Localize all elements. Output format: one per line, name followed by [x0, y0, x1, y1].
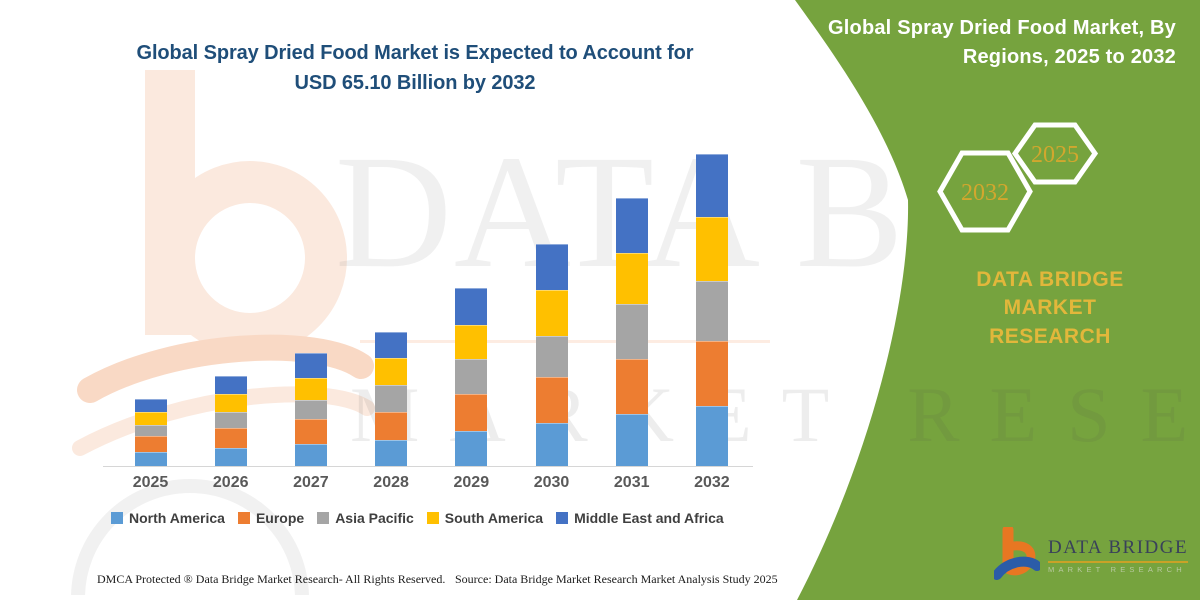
legend-item-middle-east-and-africa: Middle East and Africa	[556, 510, 724, 526]
bar-segment-south-america-2032	[695, 216, 728, 282]
bar-segment-north-america-2025	[134, 452, 167, 466]
bar-2026	[214, 376, 247, 466]
bar-segment-south-america-2026	[214, 394, 247, 413]
hexagon-2032-year: 2032	[961, 180, 1009, 206]
legend-label-north-america: North America	[129, 510, 225, 526]
plot-area	[103, 140, 753, 467]
bar-segment-europe-2026	[214, 428, 247, 448]
x-axis-label-2030: 2030	[533, 474, 570, 491]
bar-segment-europe-2029	[455, 394, 488, 432]
x-axis-label-2032: 2032	[694, 474, 730, 491]
legend-swatch-south-america	[426, 512, 439, 524]
hexagon-2032-badge	[937, 150, 1033, 233]
legend-item-europe: Europe	[237, 510, 305, 526]
legend-label-europe: Europe	[255, 510, 305, 526]
bar-segment-north-america-2032	[695, 406, 728, 466]
data-bridge-b-icon	[994, 527, 1040, 580]
bar-segment-south-america-2031	[615, 252, 648, 305]
bar-segment-south-america-2030	[535, 289, 568, 336]
bar-segment-middle-east-and-africa-2027	[294, 353, 327, 379]
bar-segment-north-america-2029	[455, 431, 488, 466]
bar-segment-south-america-2025	[134, 412, 167, 425]
bar-segment-europe-2030	[535, 377, 568, 423]
legend-label-south-america: South America	[444, 510, 544, 526]
bar-segment-middle-east-and-africa-2031	[615, 197, 648, 253]
bar-segment-asia-pacific-2030	[535, 335, 568, 378]
legend-swatch-middle-east-and-africa	[556, 512, 569, 524]
bar-segment-middle-east-and-africa-2025	[134, 398, 167, 413]
bar-segment-middle-east-and-africa-2029	[455, 288, 488, 325]
bar-segment-europe-2028	[375, 412, 408, 441]
bar-2025	[134, 398, 167, 466]
legend-swatch-north-america	[111, 512, 123, 524]
bar-segment-middle-east-and-africa-2032	[695, 154, 728, 217]
bar-segment-north-america-2030	[535, 422, 568, 466]
x-axis-label-2026: 2026	[212, 474, 249, 491]
bar-segment-asia-pacific-2026	[214, 412, 247, 429]
x-axis-labels: 2025 2026 2027 2028 2029 2030 2031 2032	[103, 474, 753, 496]
bar-2028	[375, 332, 408, 466]
year-hexagon-badges: 2032 2025	[937, 122, 1099, 233]
bar-2031	[615, 197, 648, 466]
x-axis-label-2027: 2027	[293, 474, 329, 491]
chart-legend: North America Europe Asia Pacific South Ame…	[111, 510, 737, 526]
bar-segment-middle-east-and-africa-2028	[375, 332, 408, 359]
bar-segment-south-america-2029	[455, 324, 488, 360]
bar-2030	[535, 244, 568, 466]
bar-segment-north-america-2027	[294, 443, 327, 466]
data-bridge-logo: DATA BRIDGE MARKET RESEARCH	[994, 524, 1190, 586]
legend-label-asia-pacific: Asia Pacific	[335, 510, 414, 526]
x-axis-label-2031: 2031	[613, 474, 650, 491]
x-axis-label-2028: 2028	[373, 474, 409, 491]
hexagon-2025-badge	[1011, 122, 1099, 185]
side-panel-heading-line2: Regions, 2025 to 2032	[962, 46, 1176, 68]
brand-text-line1: DATA BRIDGE MARKET	[976, 268, 1124, 320]
green-panel-shape	[795, 0, 1200, 600]
legend-item-south-america: South America	[426, 510, 544, 526]
bar-segment-asia-pacific-2027	[294, 399, 327, 420]
legend-item-asia-pacific: Asia Pacific	[317, 510, 414, 526]
bar-segment-europe-2025	[134, 436, 167, 453]
chart-title-line1: Global Spray Dried Food Market is Expect…	[136, 42, 694, 64]
legend-item-north-america: North America	[111, 510, 225, 526]
bar-segment-south-america-2028	[375, 358, 408, 386]
x-axis-label-2029: 2029	[453, 474, 490, 491]
bar-segment-asia-pacific-2025	[134, 424, 167, 437]
chart-title-line2: USD 65.10 Billion by 2032	[294, 72, 536, 94]
bar-segment-europe-2027	[294, 419, 327, 444]
legend-swatch-asia-pacific	[317, 512, 330, 524]
legend-label-middle-east-and-africa: Middle East and Africa	[574, 510, 724, 526]
bar-2032	[695, 154, 728, 466]
bar-segment-middle-east-and-africa-2026	[214, 376, 247, 395]
bar-segment-middle-east-and-africa-2030	[535, 244, 568, 290]
bar-segment-south-america-2027	[294, 378, 327, 400]
logo-subtitle: MARKET RESEARCH	[1048, 564, 1186, 574]
side-panel-heading-line1: Global Spray Dried Food Market, By	[828, 17, 1176, 39]
hexagon-2025-year: 2025	[1031, 142, 1079, 168]
bar-segment-asia-pacific-2031	[615, 304, 648, 360]
bar-segment-north-america-2028	[375, 440, 408, 466]
x-axis-label-2025: 2025	[132, 474, 169, 491]
footer-copyright: DMCA Protected ® Data Bridge Market Rese…	[97, 572, 446, 586]
bar-segment-asia-pacific-2029	[455, 359, 488, 395]
bar-2029	[455, 288, 488, 466]
bar-segment-europe-2031	[615, 359, 648, 415]
legend-swatch-europe	[237, 512, 250, 524]
bar-2027	[294, 353, 327, 466]
brand-text-line2: RESEARCH	[989, 324, 1111, 348]
bar-segment-europe-2032	[695, 340, 728, 407]
bar-segment-asia-pacific-2028	[375, 385, 408, 413]
bar-segment-asia-pacific-2032	[695, 281, 728, 341]
chart-title: Global Spray Dried Food Market is Expect…	[70, 38, 760, 98]
side-panel-heading: Global Spray Dried Food Market, By Regio…	[828, 14, 1176, 72]
bar-segment-north-america-2031	[615, 414, 648, 466]
logo-title: DATA BRIDGE	[1048, 537, 1189, 563]
brand-text: DATA BRIDGE MARKET RESEARCH	[928, 266, 1172, 351]
bar-segment-north-america-2026	[214, 447, 247, 466]
footer-source: Source: Data Bridge Market Research Mark…	[455, 572, 778, 586]
